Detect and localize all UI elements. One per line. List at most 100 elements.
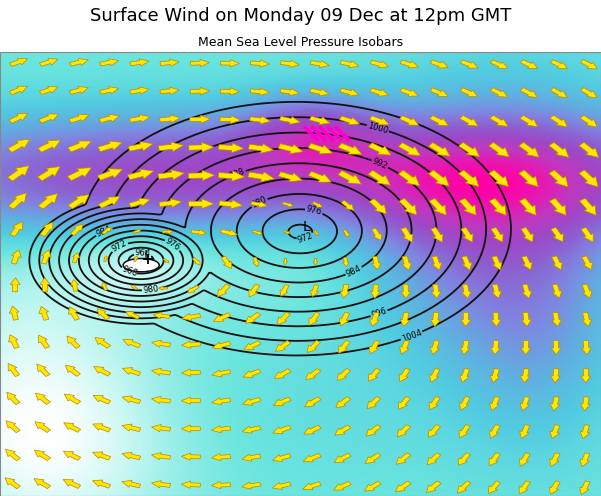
Polygon shape — [399, 198, 416, 215]
Polygon shape — [98, 141, 123, 152]
Polygon shape — [426, 481, 441, 493]
Polygon shape — [310, 88, 329, 96]
Polygon shape — [93, 395, 111, 404]
Polygon shape — [67, 336, 80, 348]
Polygon shape — [364, 481, 381, 491]
Polygon shape — [182, 397, 200, 404]
Polygon shape — [401, 284, 410, 299]
Polygon shape — [9, 113, 28, 124]
Polygon shape — [97, 169, 123, 180]
Polygon shape — [310, 285, 319, 297]
Polygon shape — [520, 397, 529, 411]
Polygon shape — [100, 59, 118, 66]
Polygon shape — [552, 312, 561, 326]
Polygon shape — [551, 60, 567, 69]
Polygon shape — [492, 284, 502, 298]
Polygon shape — [64, 423, 81, 433]
Polygon shape — [93, 424, 111, 432]
Polygon shape — [245, 312, 261, 323]
Ellipse shape — [123, 258, 159, 272]
Polygon shape — [182, 341, 201, 348]
Polygon shape — [581, 87, 597, 98]
Polygon shape — [400, 340, 409, 354]
Polygon shape — [34, 450, 50, 461]
Polygon shape — [395, 481, 411, 492]
Text: 984: 984 — [344, 264, 363, 279]
Polygon shape — [163, 258, 169, 263]
Polygon shape — [582, 284, 592, 298]
Polygon shape — [70, 279, 79, 291]
Polygon shape — [520, 60, 538, 68]
Polygon shape — [278, 144, 303, 154]
Polygon shape — [40, 59, 58, 66]
Polygon shape — [459, 142, 480, 157]
Polygon shape — [370, 312, 379, 326]
Polygon shape — [182, 425, 200, 433]
Polygon shape — [70, 86, 88, 94]
Polygon shape — [401, 227, 413, 242]
Polygon shape — [520, 369, 530, 383]
Polygon shape — [490, 341, 501, 355]
Polygon shape — [282, 202, 293, 207]
Polygon shape — [11, 250, 21, 264]
Polygon shape — [549, 198, 566, 215]
Polygon shape — [250, 88, 269, 95]
Polygon shape — [343, 257, 349, 267]
Polygon shape — [459, 425, 471, 438]
Polygon shape — [220, 116, 240, 124]
Polygon shape — [310, 116, 330, 124]
Polygon shape — [551, 227, 563, 242]
Polygon shape — [490, 396, 499, 410]
Polygon shape — [242, 482, 261, 489]
Text: 972: 972 — [111, 239, 129, 254]
Text: 968: 968 — [121, 265, 139, 279]
Polygon shape — [99, 114, 120, 123]
Polygon shape — [250, 60, 269, 67]
Polygon shape — [8, 166, 29, 181]
Polygon shape — [313, 258, 318, 265]
Polygon shape — [273, 397, 291, 406]
Polygon shape — [335, 425, 351, 435]
Polygon shape — [40, 86, 58, 95]
Polygon shape — [368, 369, 380, 381]
Polygon shape — [8, 364, 20, 376]
Polygon shape — [151, 368, 171, 375]
Polygon shape — [314, 230, 318, 236]
Polygon shape — [182, 481, 200, 489]
Polygon shape — [429, 396, 440, 410]
Text: 976: 976 — [163, 237, 182, 253]
Polygon shape — [459, 396, 470, 410]
Polygon shape — [303, 482, 321, 490]
Polygon shape — [151, 452, 171, 460]
Polygon shape — [304, 425, 321, 434]
Polygon shape — [549, 142, 569, 157]
Polygon shape — [68, 141, 91, 152]
Polygon shape — [519, 198, 536, 215]
Polygon shape — [582, 256, 593, 270]
Polygon shape — [581, 397, 590, 411]
Polygon shape — [310, 61, 329, 67]
Polygon shape — [519, 142, 539, 157]
Polygon shape — [66, 365, 81, 376]
Text: 976: 976 — [305, 205, 323, 217]
Polygon shape — [430, 60, 448, 68]
Polygon shape — [9, 306, 19, 320]
Polygon shape — [188, 285, 200, 293]
Polygon shape — [580, 115, 597, 127]
Text: 972: 972 — [296, 231, 314, 245]
Polygon shape — [251, 201, 267, 208]
Polygon shape — [305, 397, 321, 407]
Polygon shape — [551, 369, 561, 383]
Polygon shape — [131, 285, 138, 290]
Polygon shape — [249, 284, 260, 297]
Polygon shape — [427, 453, 441, 465]
Polygon shape — [122, 396, 141, 404]
Polygon shape — [151, 425, 171, 432]
Polygon shape — [221, 60, 239, 67]
Polygon shape — [309, 312, 320, 325]
Polygon shape — [339, 312, 350, 326]
Polygon shape — [457, 481, 471, 493]
Polygon shape — [460, 369, 469, 382]
Polygon shape — [127, 169, 154, 180]
Polygon shape — [272, 482, 291, 490]
